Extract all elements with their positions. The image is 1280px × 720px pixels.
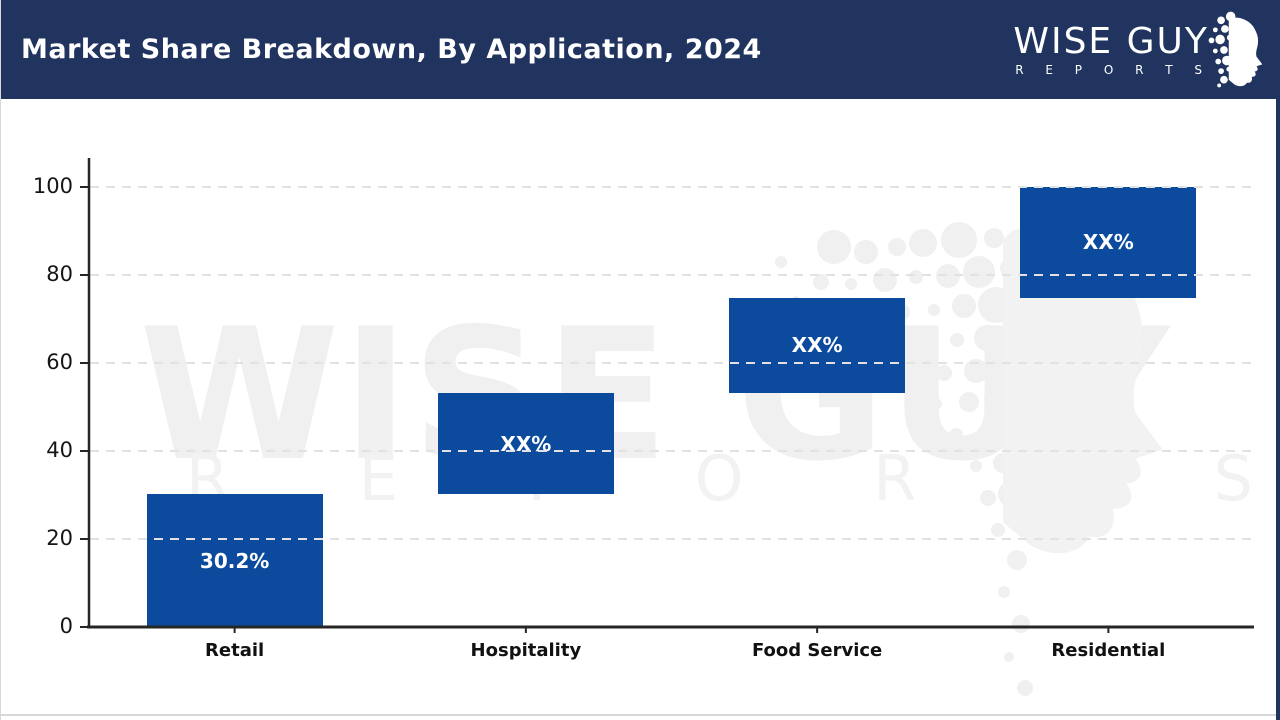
x-category-label: Hospitality	[470, 640, 582, 661]
bar-value-label: XX%	[1082, 230, 1134, 255]
x-category-label: Retail	[205, 640, 265, 661]
right-edge-strip	[1276, 0, 1280, 720]
watermark-wordmark: WISE GUY	[139, 289, 1171, 501]
bar-hospitality: XX%	[437, 392, 614, 495]
x-category-label: Food Service	[751, 640, 883, 661]
bar-food-service: XX%	[729, 297, 906, 393]
logo-wordmark: WISE GUY	[1013, 21, 1209, 63]
watermark-dots	[775, 222, 1033, 696]
watermark-subtitle: R E P O R T S	[186, 442, 1280, 515]
logo: WISE GUY R E P O R T S	[1011, 6, 1269, 94]
y-tick-label: 60	[46, 350, 73, 374]
x-category-label: Residential	[1051, 640, 1166, 661]
y-tick-label: 40	[46, 438, 73, 462]
bar-residential: XX%	[1020, 187, 1197, 298]
logo-head-icon	[1208, 11, 1263, 88]
logo-text: WISE GUY R E P O R T S	[1011, 23, 1211, 77]
y-tick-label: 80	[46, 262, 73, 286]
bottom-edge-line	[1, 714, 1280, 716]
bar-value-label: XX%	[500, 431, 552, 456]
y-tick-label: 100	[32, 174, 73, 198]
logo-subtitle: R E P O R T S	[1015, 62, 1211, 77]
bar-retail: 30.2%	[146, 494, 323, 627]
chart-area: WISE GUY R E P O R T S	[1, 99, 1280, 720]
bar-value-label: 30.2%	[199, 548, 270, 573]
y-tick-label: 20	[46, 526, 73, 550]
header-bar: Market Share Breakdown, By Application, …	[1, 0, 1280, 99]
y-tick-label: 0	[59, 614, 73, 638]
page-title: Market Share Breakdown, By Application, …	[21, 34, 762, 65]
bar-value-label: XX%	[791, 333, 843, 358]
